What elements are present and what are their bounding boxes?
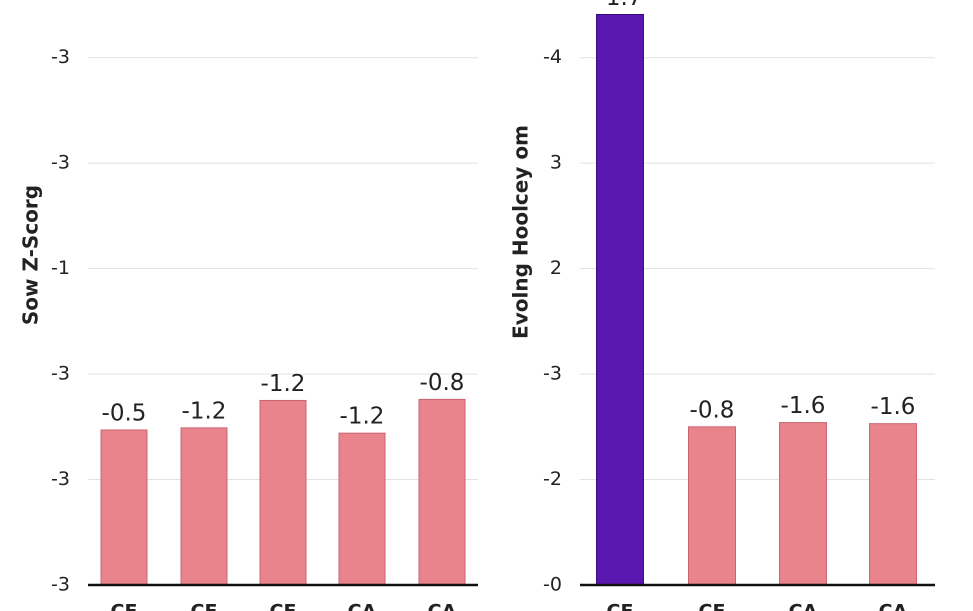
bar-label: -1.7: [598, 0, 643, 11]
bar: [338, 432, 386, 586]
bar: [100, 429, 148, 586]
bar-label: -1.2: [261, 371, 306, 397]
x-tick-label: CF: [607, 601, 634, 611]
x-tick-label: CA: [879, 601, 908, 611]
bar: [180, 427, 228, 586]
bar-label: -0.8: [690, 397, 735, 423]
x-tick-label: CF: [270, 601, 297, 611]
y-tick-label: -2: [543, 468, 562, 490]
y-tick-label: -3: [51, 468, 70, 490]
y-tick-label: -3: [51, 46, 70, 68]
y-tick-label: -1: [51, 257, 70, 279]
x-tick-label: CA: [348, 601, 377, 611]
bar-label: -0.5: [102, 400, 147, 426]
bar: [259, 399, 307, 586]
y-tick-label: -0: [543, 574, 562, 596]
y-tick-label: 2: [550, 257, 562, 279]
y-tick-label: -3: [543, 363, 562, 385]
bar-label: -0.8: [420, 370, 465, 396]
x-tick-label: CF: [699, 601, 726, 611]
y-tick-label: -3: [51, 152, 70, 174]
bar-label: -1.2: [182, 398, 227, 424]
y-tick-label: -3: [51, 574, 70, 596]
bar: [596, 13, 644, 586]
bar: [688, 426, 736, 586]
y-axis-title: Evolng Hoolcey om: [509, 125, 533, 339]
y-tick-label: -3: [51, 363, 70, 385]
y-axis-title: Sow Z-Scorg: [19, 185, 43, 325]
x-tick-label: CA: [428, 601, 457, 611]
x-tick-label: CF: [191, 601, 218, 611]
bar-label: -1.2: [340, 404, 385, 430]
bar-label: -1.6: [871, 394, 916, 420]
x-tick-label: CF: [111, 601, 138, 611]
y-tick-label: -4: [543, 46, 562, 68]
y-tick-label: 3: [550, 152, 562, 174]
bar: [418, 398, 466, 586]
x-tick-label: CA: [789, 601, 818, 611]
bar: [779, 422, 827, 586]
bar: [869, 423, 917, 586]
bar-label: -1.6: [781, 393, 826, 419]
